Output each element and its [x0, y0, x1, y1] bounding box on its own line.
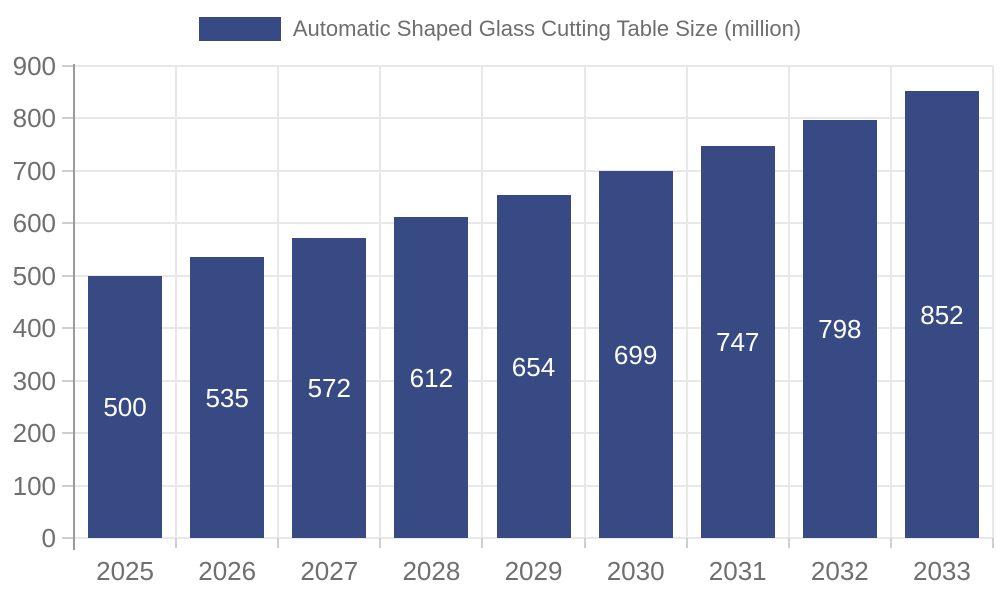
bar-value-label: 654 [511, 351, 556, 382]
legend-label: Automatic Shaped Glass Cutting Table Siz… [292, 16, 802, 41]
gridline-x [583, 66, 586, 538]
gridline-x [685, 66, 688, 538]
bar-value-label: 747 [716, 327, 760, 358]
y-axis-tick [62, 117, 74, 120]
bar[interactable]: 612 [394, 217, 469, 538]
y-axis-tick [62, 484, 74, 487]
y-axis-tick [62, 379, 74, 382]
x-axis-label: 2028 [402, 556, 461, 586]
y-axis-tick [62, 432, 74, 435]
gridline-x [277, 66, 280, 538]
y-axis-tick [62, 222, 74, 225]
y-axis-tick [62, 537, 74, 539]
y-axis-label: 700 [12, 155, 56, 186]
bar[interactable]: 500 [88, 275, 163, 538]
y-axis-label: 600 [12, 208, 56, 239]
x-axis-tick [787, 538, 790, 548]
y-axis-tick [62, 65, 74, 67]
y-axis-label: 900 [12, 51, 56, 81]
bar[interactable]: 852 [904, 91, 979, 538]
x-axis-tick [175, 538, 178, 548]
bar[interactable]: 798 [802, 119, 877, 538]
x-axis-label: 2025 [96, 556, 154, 586]
x-axis-tick [481, 538, 484, 548]
gridline-y [74, 117, 993, 120]
bar[interactable]: 654 [496, 195, 571, 538]
bar-value-label: 500 [103, 391, 147, 422]
y-axis-label: 100 [12, 470, 56, 501]
y-axis-label: 500 [12, 260, 56, 291]
legend-swatch [198, 17, 281, 42]
gridline-x [889, 66, 892, 538]
bar[interactable]: 572 [292, 238, 367, 538]
x-axis-label: 2032 [810, 556, 869, 586]
bar[interactable]: 747 [700, 146, 775, 538]
x-axis-tick [992, 538, 994, 548]
bar[interactable]: 535 [190, 257, 265, 538]
y-axis-tick [62, 169, 74, 172]
gridline-x [787, 66, 790, 538]
bar[interactable]: 699 [598, 171, 673, 538]
bar-value-label: 572 [307, 373, 351, 404]
gridline-x [481, 66, 484, 538]
gridline-x [379, 66, 382, 538]
gridline-y [74, 169, 993, 172]
y-axis-tick [62, 274, 74, 277]
x-axis-label: 2026 [198, 556, 257, 586]
gridline-x [175, 66, 178, 538]
legend[interactable]: Automatic Shaped Glass Cutting Table Siz… [0, 16, 1000, 42]
bar-value-label: 798 [818, 313, 862, 344]
x-axis-label: 2027 [300, 556, 359, 586]
x-axis-tick [889, 538, 892, 548]
y-axis-label: 300 [12, 365, 56, 396]
y-axis-tick [62, 327, 74, 330]
bar-value-label: 612 [409, 362, 454, 393]
x-axis-label: 2033 [913, 556, 971, 586]
x-axis-tick [583, 538, 586, 548]
gridline-y [74, 65, 993, 67]
y-axis-label: 0 [41, 523, 56, 553]
y-axis-label: 800 [12, 103, 56, 134]
y-axis-label: 400 [12, 313, 56, 344]
plot-area: 0 100 200 300 400 500 600 700 800 900 500 2025 535 20… [13, 53, 994, 584]
bar-value-label: 852 [920, 299, 964, 330]
y-axis-line [73, 64, 75, 550]
gridline-x [992, 66, 994, 538]
bar-value-label: 699 [613, 339, 658, 370]
x-axis-label: 2031 [708, 556, 767, 586]
x-axis-tick [379, 538, 382, 548]
x-axis-tick [685, 538, 688, 548]
x-axis-label: 2030 [606, 556, 665, 586]
x-axis-label: 2029 [504, 556, 563, 586]
x-axis-tick [277, 538, 280, 548]
y-axis-label: 200 [12, 418, 56, 449]
bar-value-label: 535 [205, 382, 249, 413]
gridline-y [74, 537, 993, 539]
